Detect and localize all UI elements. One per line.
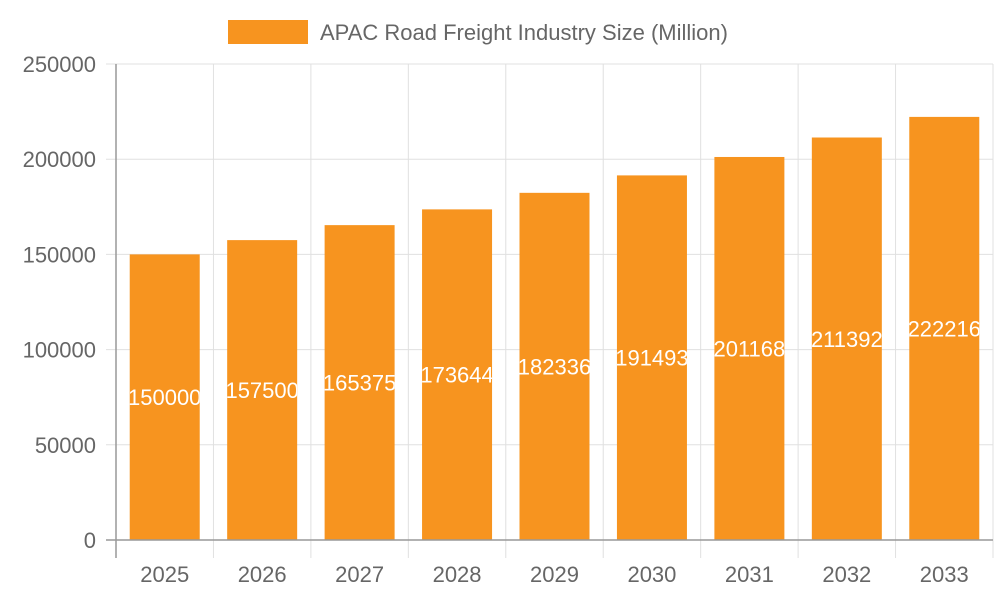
gridlines xyxy=(106,63,994,558)
x-tick-label: 2026 xyxy=(238,562,287,587)
data-label: 165375 xyxy=(323,371,396,396)
y-tick-label: 100000 xyxy=(23,338,96,363)
data-label: 222216 xyxy=(908,316,981,341)
data-label: 173644 xyxy=(420,363,493,388)
x-tick-label: 2033 xyxy=(920,562,969,587)
bar xyxy=(227,240,298,540)
y-tick-label: 150000 xyxy=(23,242,96,267)
legend[interactable]: APAC Road Freight Industry Size (Million… xyxy=(228,20,728,45)
data-label: 157500 xyxy=(225,378,298,403)
data-label: 201168 xyxy=(713,336,785,361)
legend-label: APAC Road Freight Industry Size (Million… xyxy=(320,20,728,45)
x-tick-label: 2032 xyxy=(822,562,871,587)
x-tick-label: 2025 xyxy=(140,562,189,587)
x-tick-label: 2030 xyxy=(627,562,676,587)
x-tick-label: 2028 xyxy=(433,562,482,587)
data-label: 150000 xyxy=(128,385,201,410)
bar xyxy=(422,209,493,540)
bar xyxy=(714,156,785,540)
data-label: 182336 xyxy=(518,354,591,379)
y-tick-label: 250000 xyxy=(23,52,96,77)
axes: 0 50000 100000 150000 200000 250000 2025 2026 20… xyxy=(23,52,993,587)
x-tick-label: 2031 xyxy=(725,562,774,587)
x-tick-label: 2027 xyxy=(335,562,384,587)
x-tick-label: 2029 xyxy=(530,562,579,587)
legend-swatch xyxy=(228,20,308,44)
bar xyxy=(129,254,200,540)
data-label: 211392 xyxy=(811,327,883,352)
bar xyxy=(519,192,590,540)
y-tick-label: 50000 xyxy=(35,433,96,458)
data-label: 191493 xyxy=(615,346,688,371)
bar xyxy=(909,116,980,541)
y-tick-label: 0 xyxy=(84,528,96,553)
bar xyxy=(324,225,395,540)
bars: 150000 157500 165375 173644 182336 191493 2011… xyxy=(128,116,981,541)
y-tick-label: 200000 xyxy=(23,147,96,172)
bar xyxy=(811,137,882,540)
bar xyxy=(616,175,687,540)
